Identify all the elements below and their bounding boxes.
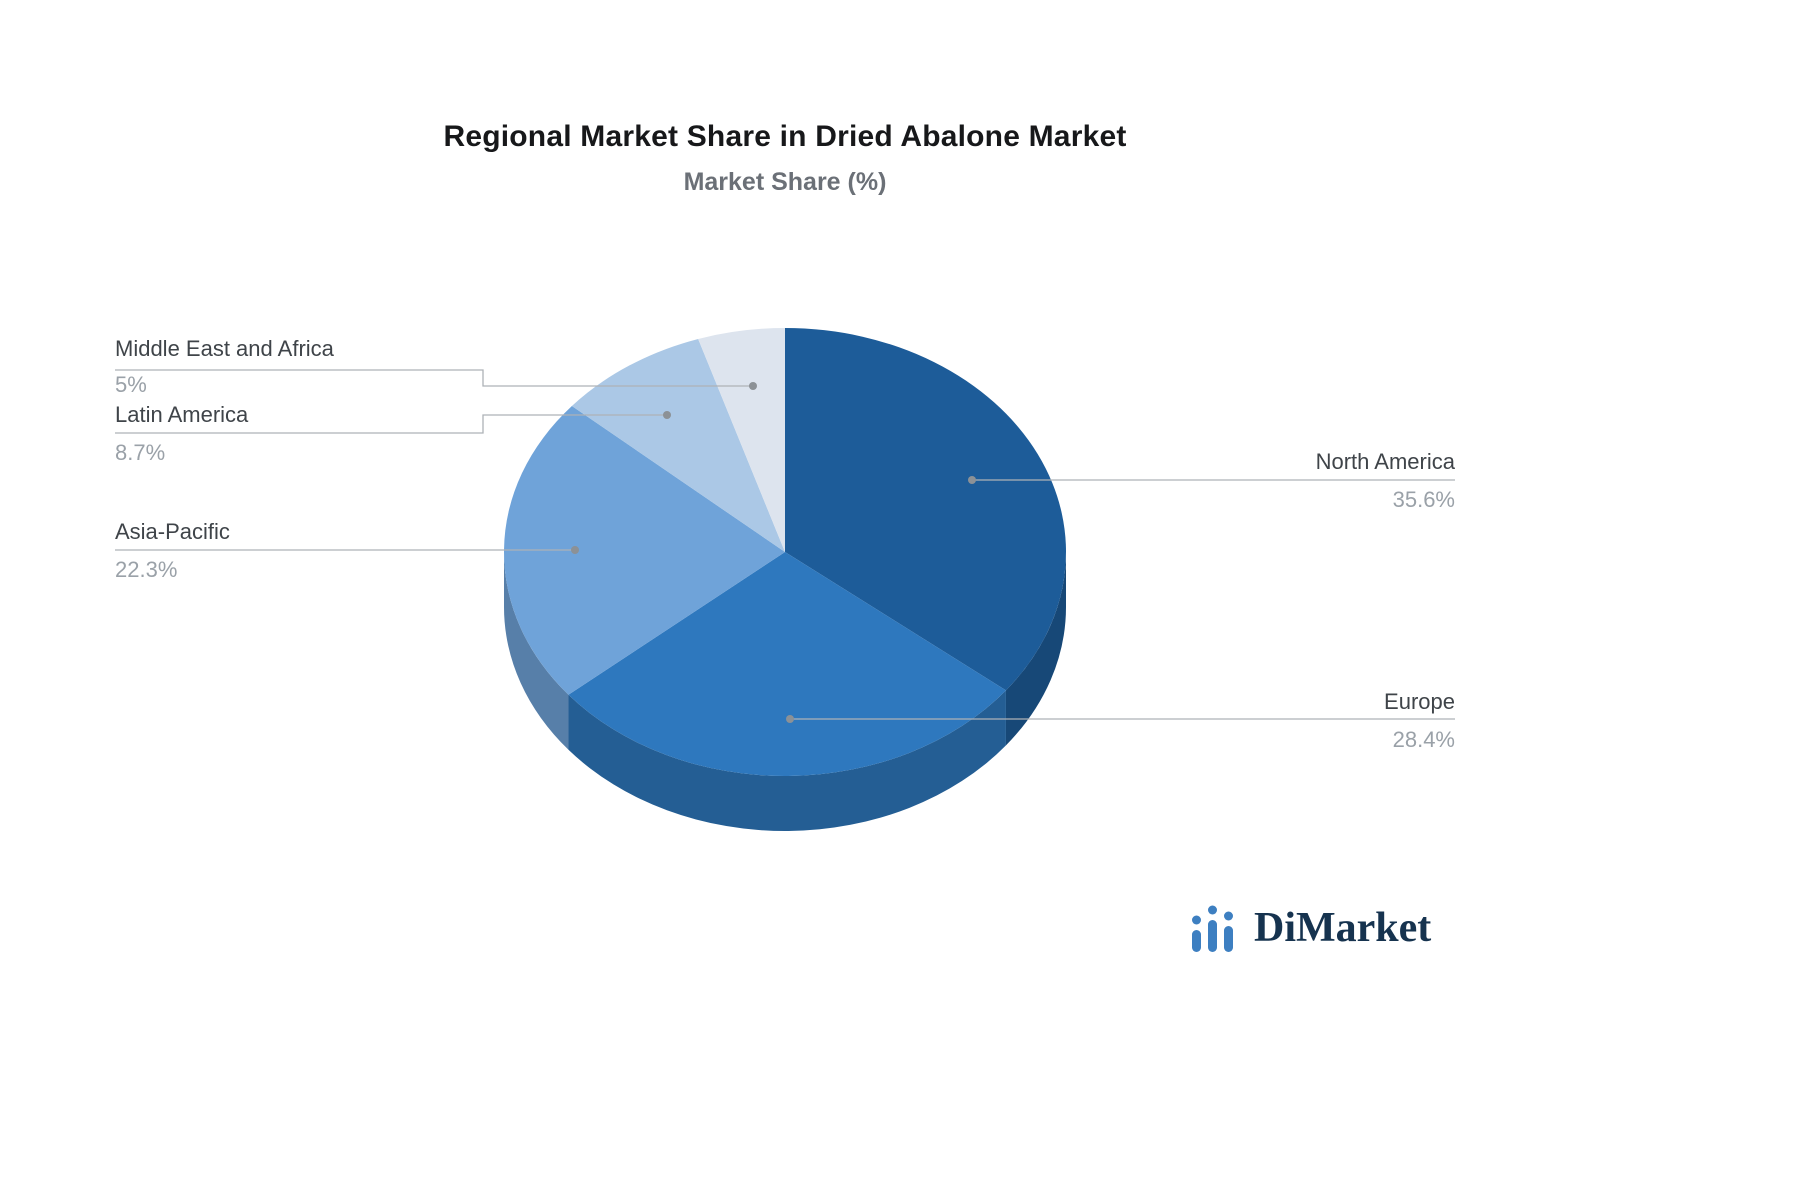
pie-side-asia-pacific [504,552,569,750]
pie-label-value: 28.4% [1392,727,1455,752]
dimarket-logo-icon [1192,905,1233,952]
pie-slice-asia-pacific [504,405,785,695]
pie-slice-north-america [785,328,1066,691]
label-dot-north-america [968,476,976,484]
pie-label-europe: Europe 28.4% [1384,689,1455,753]
pie-label-middle-east-and-africa: Middle East and Africa 5% [115,336,334,398]
pie-slice-europe [568,552,1006,776]
chart-title: Regional Market Share in Dried Abalone M… [443,120,1127,153]
pie-label-latin-america: Latin America 8.7% [115,402,248,466]
dimarket-logo-text: DiMarket [1254,905,1432,951]
dimarket-logo: DiMarket [1188,900,1431,954]
label-line-latin-america [115,414,667,434]
pie-label-name: Asia-Pacific [115,519,230,544]
pie-label-name: Middle East and Africa [115,336,334,361]
label-dot-asia-pacific [571,546,579,554]
pie-label-name: Latin America [115,402,249,427]
pie-label-value: 8.7% [115,440,166,465]
pie-label-value: 5% [115,372,147,397]
pie-label-asia-pacific: Asia-Pacific 22.3% [115,519,230,583]
chart-subtitle: Market Share (%) [683,168,887,196]
pie-label-name: Europe [1384,689,1455,714]
pie-slice-latin-america [571,338,785,552]
label-dot-middle-east-and-africa [749,382,757,390]
pie-slice-middle-east-and-africa [698,328,785,552]
pie-side-north-america [1005,552,1066,746]
pie-label-value: 35.6% [1392,487,1455,512]
label-dot-latin-america [663,411,671,419]
label-line-middle-east-and-africa [115,369,753,387]
pie-label-name: North America [1315,449,1455,474]
pie-label-north-america: North America 35.6% [1316,449,1455,513]
pie-side-europe [568,690,1006,831]
label-dot-europe [786,715,794,723]
pie-label-value: 22.3% [115,557,178,582]
